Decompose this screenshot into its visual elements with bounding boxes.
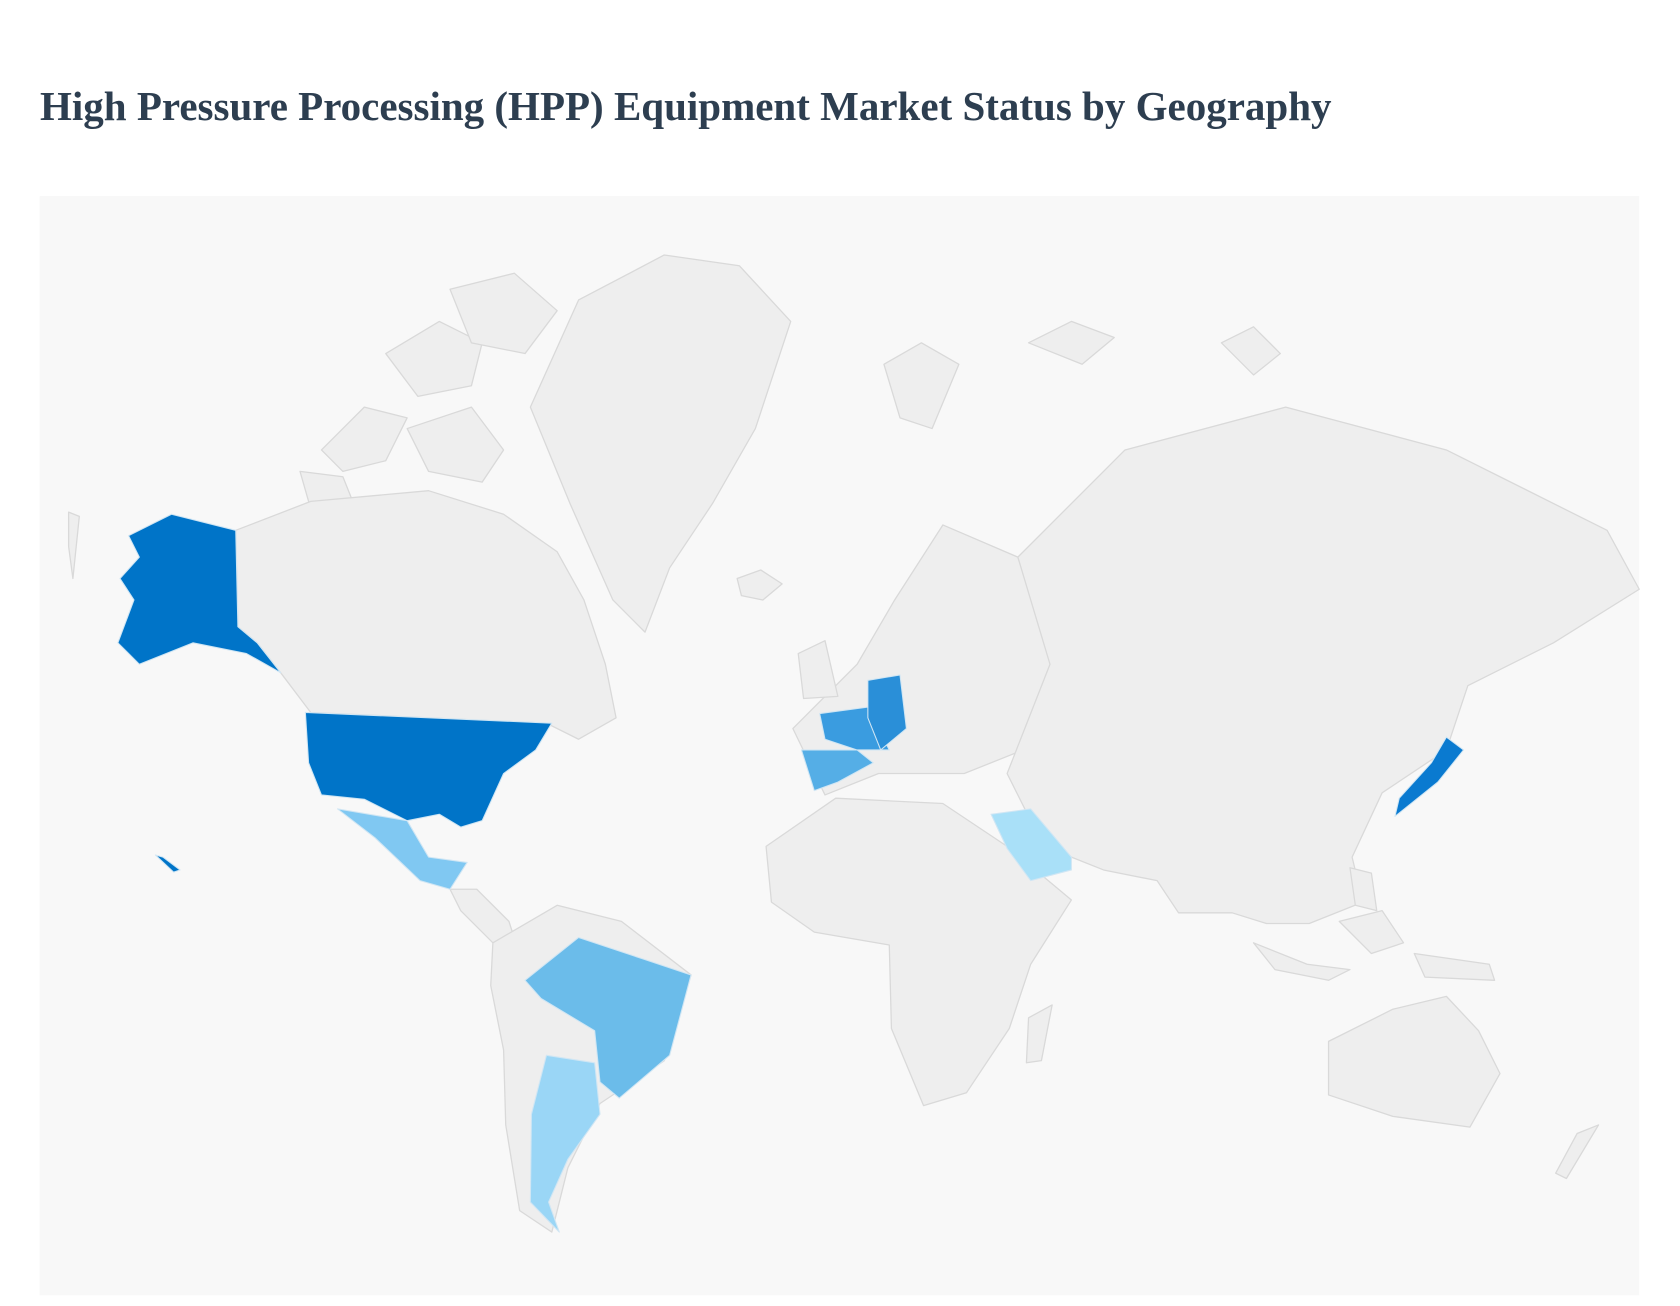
land bbox=[797, 640, 839, 700]
country bbox=[1394, 736, 1465, 817]
land bbox=[320, 406, 408, 473]
land bbox=[1555, 1124, 1600, 1180]
land bbox=[736, 569, 783, 601]
land bbox=[449, 272, 558, 355]
land bbox=[1413, 952, 1496, 981]
countries bbox=[67, 254, 1640, 1233]
country bbox=[524, 936, 692, 1099]
land bbox=[1027, 320, 1115, 365]
land bbox=[529, 254, 792, 633]
country bbox=[117, 513, 282, 674]
country bbox=[529, 1054, 601, 1233]
country bbox=[336, 808, 468, 890]
page-title: High Pressure Processing (HPP) Equipment… bbox=[40, 83, 1332, 129]
land bbox=[1327, 995, 1501, 1128]
country bbox=[867, 674, 907, 751]
land bbox=[1252, 942, 1351, 981]
land bbox=[1349, 867, 1378, 912]
country bbox=[990, 808, 1072, 882]
land bbox=[406, 406, 505, 483]
land bbox=[883, 342, 960, 430]
land bbox=[385, 320, 483, 398]
land bbox=[1025, 1004, 1053, 1064]
country bbox=[800, 749, 874, 792]
land bbox=[765, 797, 1073, 1107]
country bbox=[154, 854, 181, 873]
land bbox=[1338, 910, 1405, 955]
land bbox=[67, 511, 80, 580]
country bbox=[304, 711, 553, 828]
land bbox=[1220, 326, 1281, 376]
